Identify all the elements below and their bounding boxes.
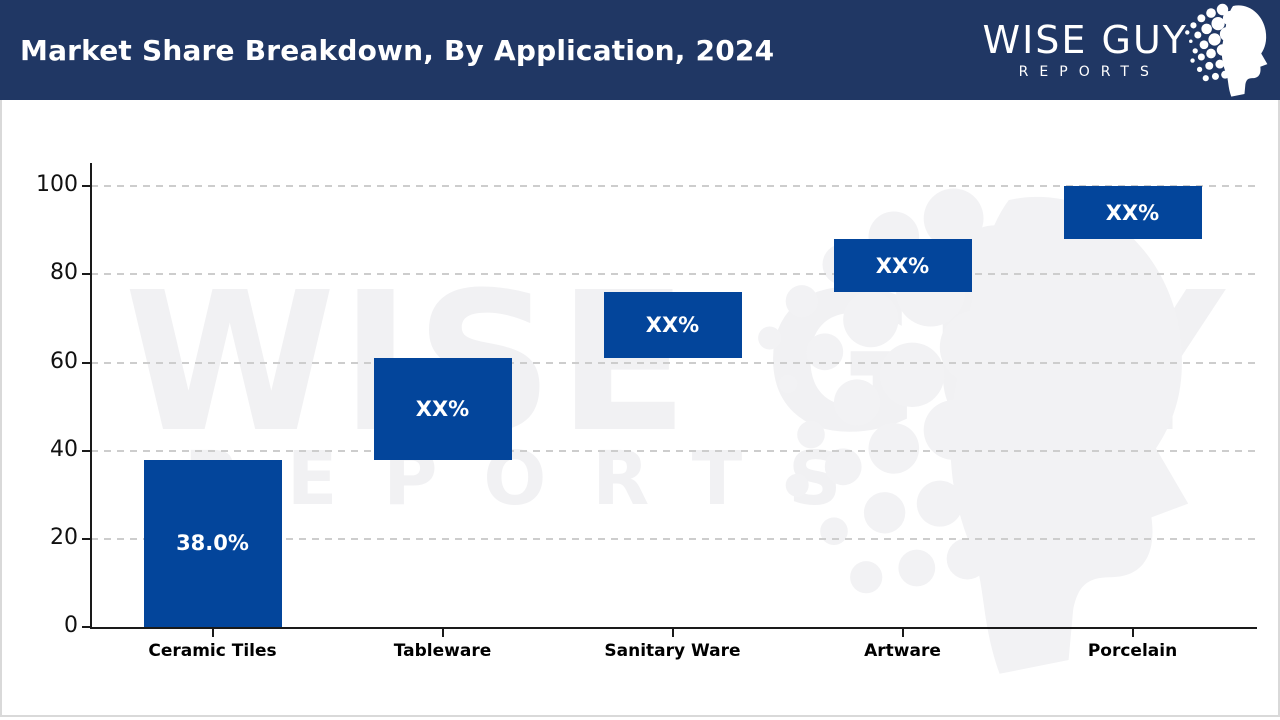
gridline-100: [91, 185, 1255, 188]
x-axis-tick-sanitary-ware: [671, 629, 674, 637]
x-axis-label-sanitary-ware: Sanitary Ware: [604, 641, 741, 661]
y-axis-tick-100: [82, 185, 90, 188]
x-axis-tick-porcelain: [1131, 629, 1134, 637]
x-axis-line: [90, 627, 1257, 629]
y-axis-label-80: 80: [50, 260, 78, 286]
bar-tableware: XX%: [373, 358, 512, 460]
bar-porcelain: XX%: [1063, 186, 1202, 240]
watermark-subtext: REPORTS: [184, 436, 888, 522]
y-axis-label-100: 100: [36, 172, 78, 198]
logo-wordmark-block: WISE GUY REPORTS: [983, 21, 1188, 80]
y-axis-label-40: 40: [50, 436, 78, 462]
y-axis-label-20: 20: [50, 524, 78, 550]
y-axis-tick-80: [82, 273, 90, 276]
bar-value-label-porcelain: XX%: [1105, 200, 1160, 225]
bar-value-label-tableware: XX%: [415, 396, 470, 421]
y-axis-line: [90, 163, 92, 629]
x-axis-label-porcelain: Porcelain: [1087, 641, 1178, 661]
x-axis-label-tableware: Tableware: [393, 641, 492, 661]
y-axis-label-60: 60: [50, 348, 78, 374]
x-axis-tick-artware: [901, 629, 904, 637]
y-axis-tick-60: [82, 361, 90, 364]
bar-value-label-ceramic-tiles: 38.0%: [176, 531, 249, 556]
gridline-60: [91, 361, 1255, 364]
watermark-head-icon: [758, 188, 1189, 674]
bar-ceramic-tiles: 38.0%: [143, 459, 282, 627]
y-axis-tick-20: [82, 537, 90, 540]
brand-logo: WISE GUY REPORTS: [983, 2, 1270, 98]
x-axis-tick-tableware: [441, 629, 444, 637]
bar-value-label-sanitary-ware: XX%: [645, 313, 700, 338]
x-axis-tick-ceramic-tiles: [211, 629, 214, 637]
bar-artware: XX%: [833, 239, 972, 293]
chart-card: WISE GUY REPORTS 02040608010038.0%Cerami…: [0, 100, 1280, 717]
y-axis-tick-40: [82, 449, 90, 452]
y-axis-tick-0: [82, 626, 90, 628]
dotted-head-profile-icon: [1185, 3, 1268, 97]
logo-wordmark: WISE GUY: [982, 17, 1188, 62]
gridline-40: [91, 449, 1255, 452]
logo-subtext: REPORTS: [1018, 63, 1160, 80]
page-title: Market Share Breakdown, By Application, …: [20, 33, 775, 67]
bar-sanitary-ware: XX%: [603, 292, 742, 359]
bar-value-label-artware: XX%: [875, 253, 930, 278]
header-bar: Market Share Breakdown, By Application, …: [0, 0, 1280, 100]
y-axis-label-0: 0: [64, 613, 78, 638]
x-axis-label-ceramic-tiles: Ceramic Tiles: [148, 641, 277, 661]
x-axis-label-artware: Artware: [864, 641, 941, 661]
gridline-80: [91, 273, 1255, 276]
gridline-20: [91, 537, 1255, 540]
